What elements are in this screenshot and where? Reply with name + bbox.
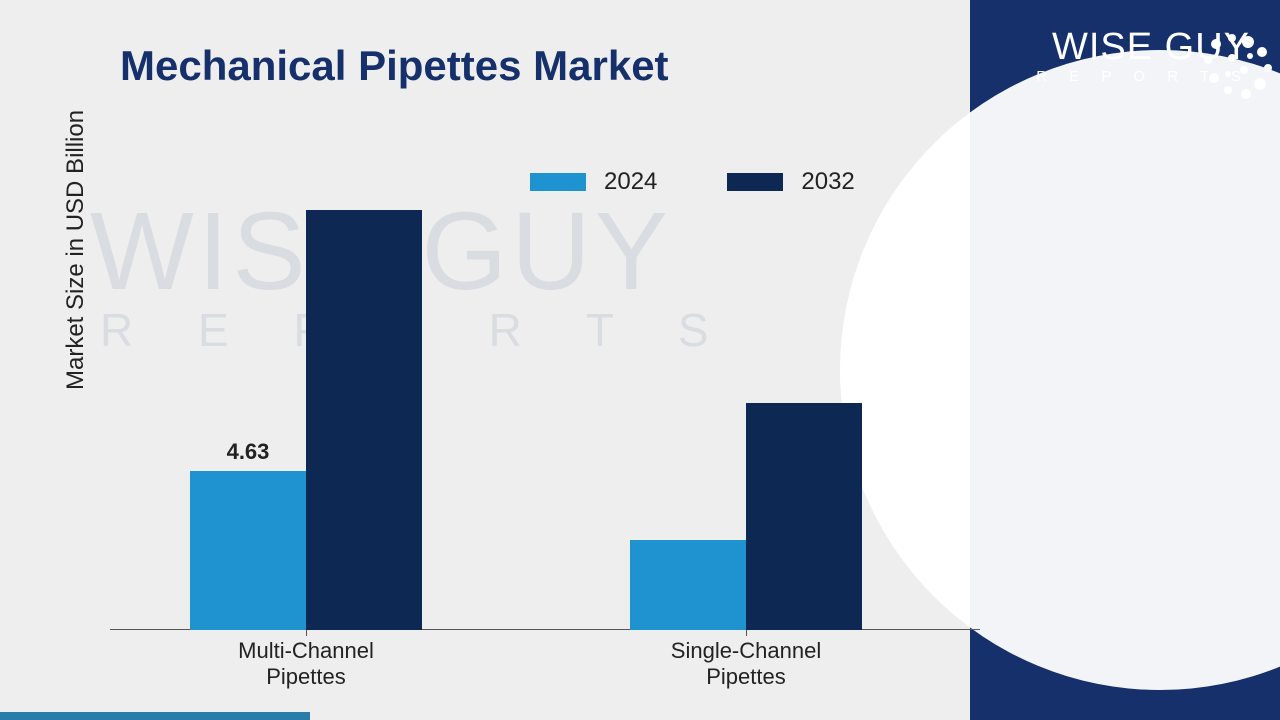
legend-swatch-2024: [530, 173, 586, 191]
x-tick: [306, 630, 307, 636]
x-tick: [746, 630, 747, 636]
x-axis-label-single: Single-ChannelPipettes: [671, 638, 821, 691]
legend-item-2024: 2024: [530, 168, 657, 196]
legend-label-2032: 2032: [801, 168, 854, 196]
bar-multi-2032: [306, 210, 422, 630]
x-axis-label-multi: Multi-ChannelPipettes: [238, 638, 374, 691]
chart-title: Mechanical Pipettes Market: [120, 42, 669, 90]
y-axis-label: Market Size in USD Billion: [62, 110, 90, 390]
bar-value-label: 4.63: [190, 439, 306, 465]
legend-label-2024: 2024: [604, 168, 657, 196]
bar-single-2024: [630, 540, 746, 630]
bar-multi-2024: [190, 471, 306, 630]
legend-item-2032: 2032: [727, 168, 854, 196]
bar-single-2032: [746, 403, 862, 630]
legend: 2024 2032: [530, 168, 855, 196]
bottom-accent-bar: [0, 712, 310, 720]
brain-dots-icon: [1198, 30, 1278, 110]
page-root: WISE GUY R E P O R T S Mechanical Pipett…: [0, 0, 1280, 720]
legend-swatch-2032: [727, 173, 783, 191]
bar-chart: 4.63Multi-ChannelPipettesSingle-ChannelP…: [110, 210, 980, 630]
